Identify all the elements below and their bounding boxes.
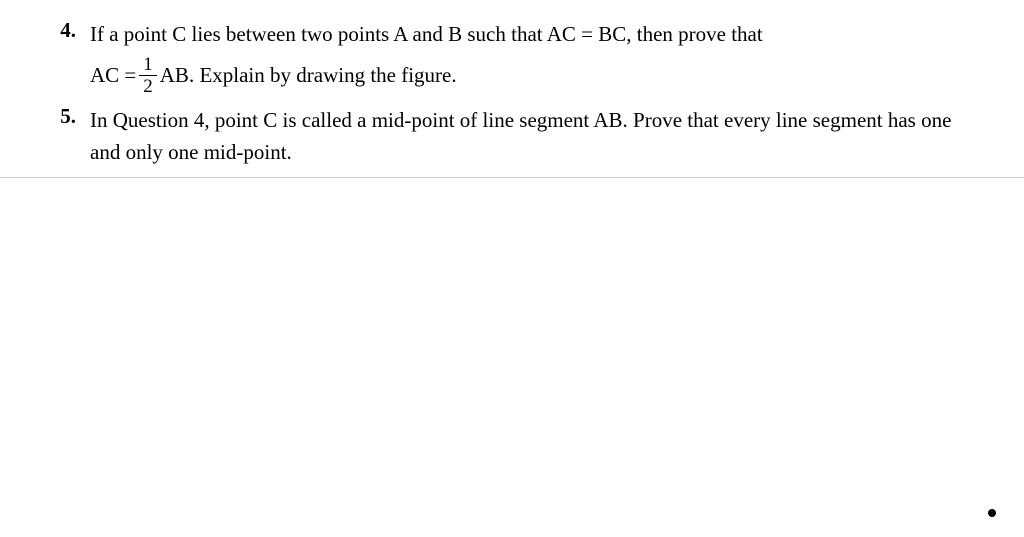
ab-explain: AB. Explain by drawing the figure.	[160, 59, 457, 92]
question-body: If a point C lies between two points A a…	[90, 18, 984, 96]
question-4-line1: If a point C lies between two points A a…	[90, 18, 984, 51]
ac-equals: AC =	[90, 59, 136, 92]
question-5-text: In Question 4, point C is called a mid-p…	[90, 108, 951, 165]
question-5: 5. In Question 4, point C is called a mi…	[50, 104, 984, 169]
question-number: 5.	[50, 104, 90, 169]
section-divider	[0, 177, 1024, 178]
question-4-line2: AC = 1 2 AB. Explain by drawing the figu…	[90, 55, 984, 96]
page-dot	[988, 509, 996, 517]
question-number: 4.	[50, 18, 90, 96]
fraction-half: 1 2	[139, 55, 157, 96]
question-4: 4. If a point C lies between two points …	[50, 18, 984, 96]
fraction-denominator: 2	[139, 77, 157, 96]
fraction-numerator: 1	[139, 55, 157, 74]
question-body: In Question 4, point C is called a mid-p…	[90, 104, 984, 169]
